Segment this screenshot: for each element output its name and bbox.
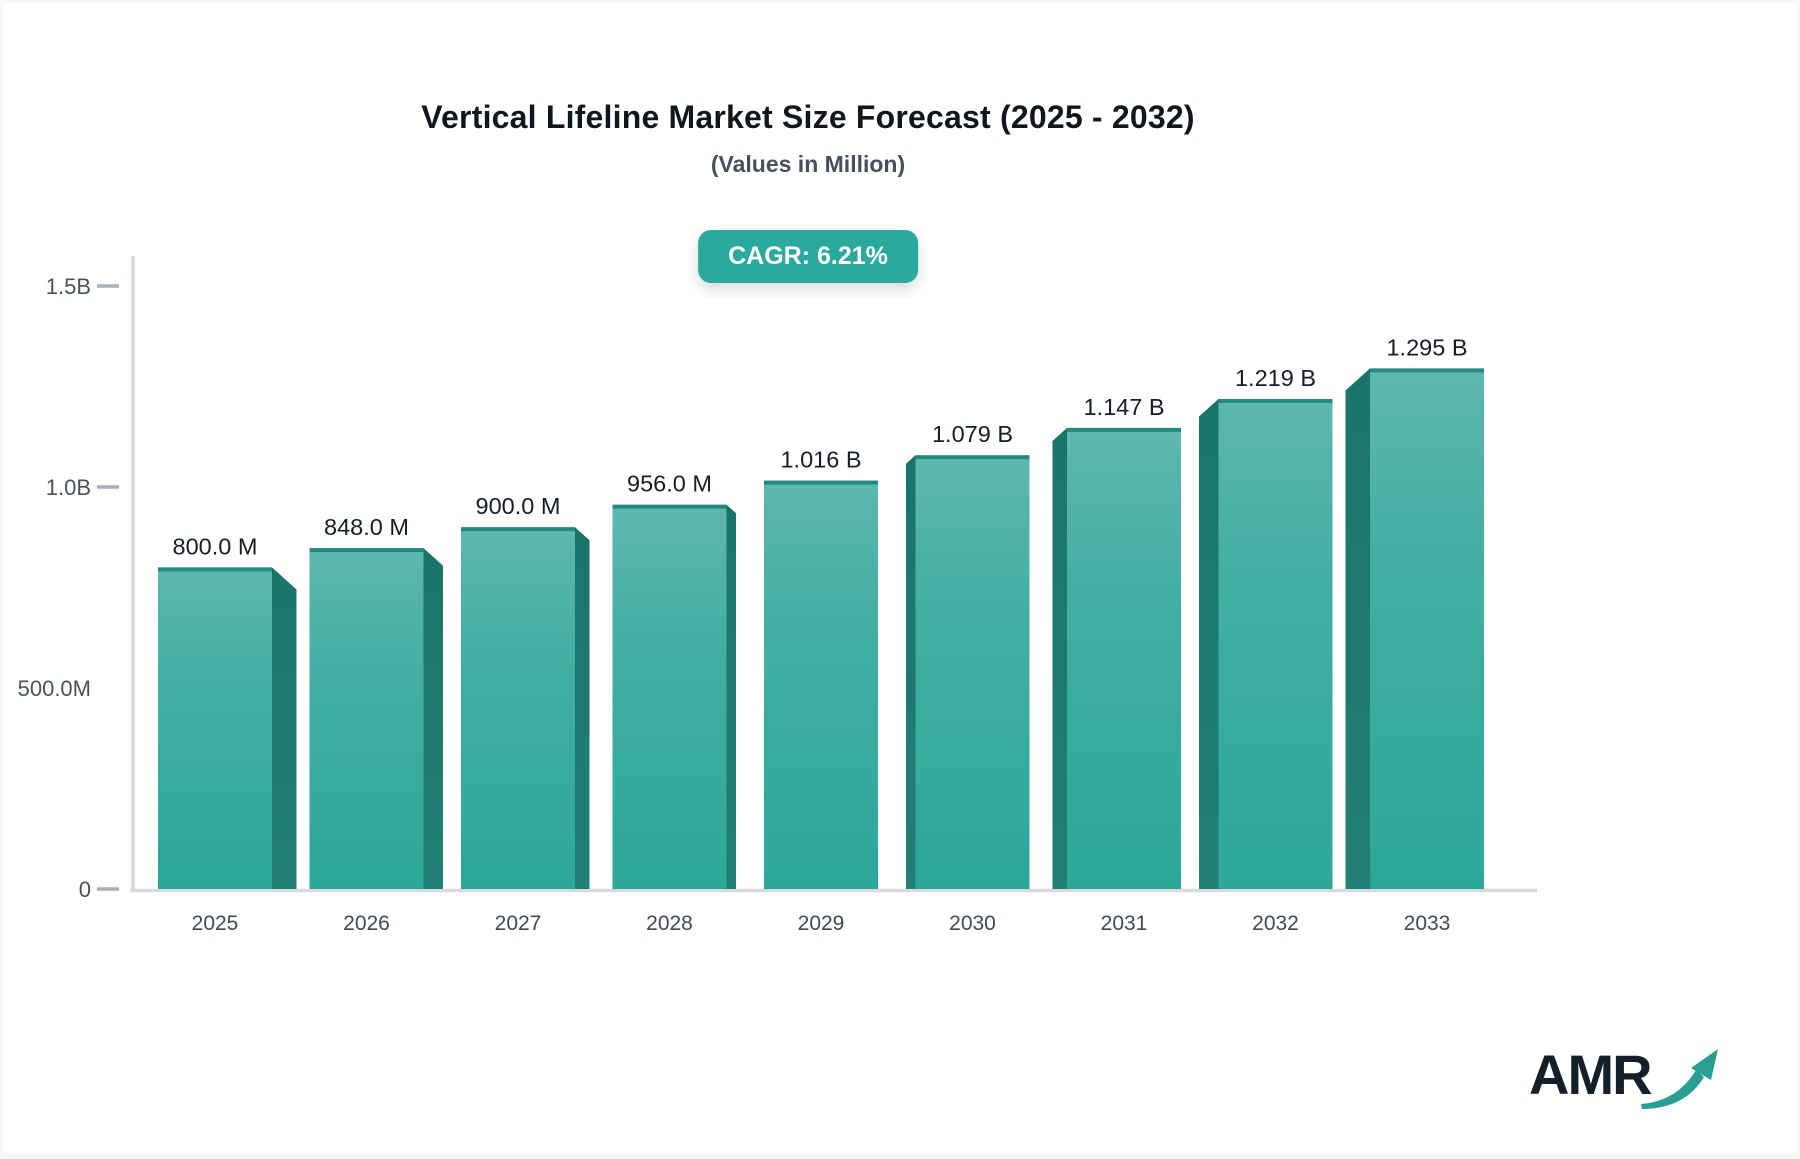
- x-category-label: 2026: [343, 912, 390, 935]
- bar-side-face: [272, 567, 297, 889]
- bar-top-edge: [915, 455, 1030, 460]
- x-category-label: 2032: [1252, 912, 1299, 935]
- bar-top-edge: [1067, 427, 1181, 432]
- bar-value-label: 1.219 B: [1235, 365, 1316, 391]
- trend-up-arrow-icon: [1640, 1049, 1718, 1109]
- bar-side-face: [1199, 398, 1219, 889]
- bar-top-edge: [1218, 398, 1333, 403]
- bars-group: [158, 368, 1484, 889]
- cagr-badge: CAGR: 6.21%: [698, 230, 918, 283]
- bar-side-face: [423, 548, 443, 889]
- amr-logo-text: AMR: [1529, 1042, 1653, 1106]
- bar-main-face: [612, 504, 727, 889]
- bar-top-edge: [612, 504, 727, 509]
- chart-card: Vertical Lifeline Market Size Forecast (…: [3, 3, 1797, 1153]
- bar-value-label: 800.0 M: [173, 533, 258, 559]
- bar-value-label: 956.0 M: [627, 471, 712, 497]
- x-category-label: 2033: [1404, 912, 1451, 935]
- bar-main-face: [309, 548, 424, 889]
- bar-value-label: 1.147 B: [1083, 394, 1164, 420]
- chart-title: Vertical Lifeline Market Size Forecast (…: [421, 99, 1195, 135]
- bar-2027[interactable]: [461, 527, 590, 889]
- x-category-label: 2030: [949, 912, 996, 935]
- bar-2033[interactable]: [1345, 368, 1485, 889]
- bar-2031[interactable]: [1052, 427, 1182, 889]
- bar-top-edge: [1370, 368, 1484, 373]
- bar-2030[interactable]: [906, 455, 1030, 889]
- x-category-label: 2031: [1101, 912, 1148, 935]
- bar-main-face: [461, 527, 575, 889]
- axes: 0 500.0M 1.0B 1.5B: [18, 256, 1537, 902]
- y-tick-label: 1.5B: [46, 274, 91, 299]
- y-tick-label: 0: [79, 877, 91, 902]
- bar-value-label: 900.0 M: [476, 493, 561, 519]
- bar-main-face: [1067, 427, 1181, 889]
- bar-main-face: [158, 567, 272, 889]
- bar-2032[interactable]: [1199, 398, 1333, 889]
- bar-2029[interactable]: [764, 480, 878, 889]
- bar-top-edge: [158, 567, 272, 572]
- bar-side-face: [1345, 368, 1370, 889]
- bar-side-face: [575, 527, 590, 889]
- bar-2028[interactable]: [612, 504, 737, 889]
- chart-subtitle: (Values in Million): [710, 151, 906, 177]
- bar-side-face: [726, 504, 736, 889]
- x-category-label: 2029: [798, 912, 845, 935]
- bar-top-edge: [309, 548, 424, 553]
- y-tick-label: 1.0B: [46, 475, 91, 500]
- bar-side-face: [1052, 427, 1067, 889]
- bar-2026[interactable]: [309, 548, 444, 889]
- bar-value-label: 1.079 B: [932, 421, 1013, 447]
- x-category-label: 2028: [646, 912, 693, 935]
- y-tick-label: 500.0M: [18, 676, 91, 701]
- bar-main-face: [1218, 398, 1333, 889]
- bar-value-label: 1.295 B: [1386, 334, 1467, 360]
- bar-2025[interactable]: [158, 567, 297, 889]
- labels-group: 800.0 M 2025 848.0 M 2026 900.0 M 2027 956.0 M…: [173, 334, 1468, 935]
- bar-value-label: 1.016 B: [780, 447, 861, 473]
- bar-main-face: [1370, 368, 1484, 889]
- bar-main-face: [764, 480, 878, 889]
- bar-top-edge: [764, 480, 878, 485]
- bar-value-label: 848.0 M: [324, 514, 409, 540]
- bar-top-edge: [461, 527, 575, 532]
- amr-logo: AMR: [1529, 1029, 1739, 1119]
- x-category-label: 2025: [192, 912, 239, 935]
- x-category-label: 2027: [495, 912, 542, 935]
- bar-main-face: [915, 455, 1030, 889]
- bar-chart: 0 500.0M 1.0B 1.5B 800.0 M 2025 848.0 M 2026 90…: [18, 256, 1537, 935]
- bar-side-face: [906, 455, 916, 889]
